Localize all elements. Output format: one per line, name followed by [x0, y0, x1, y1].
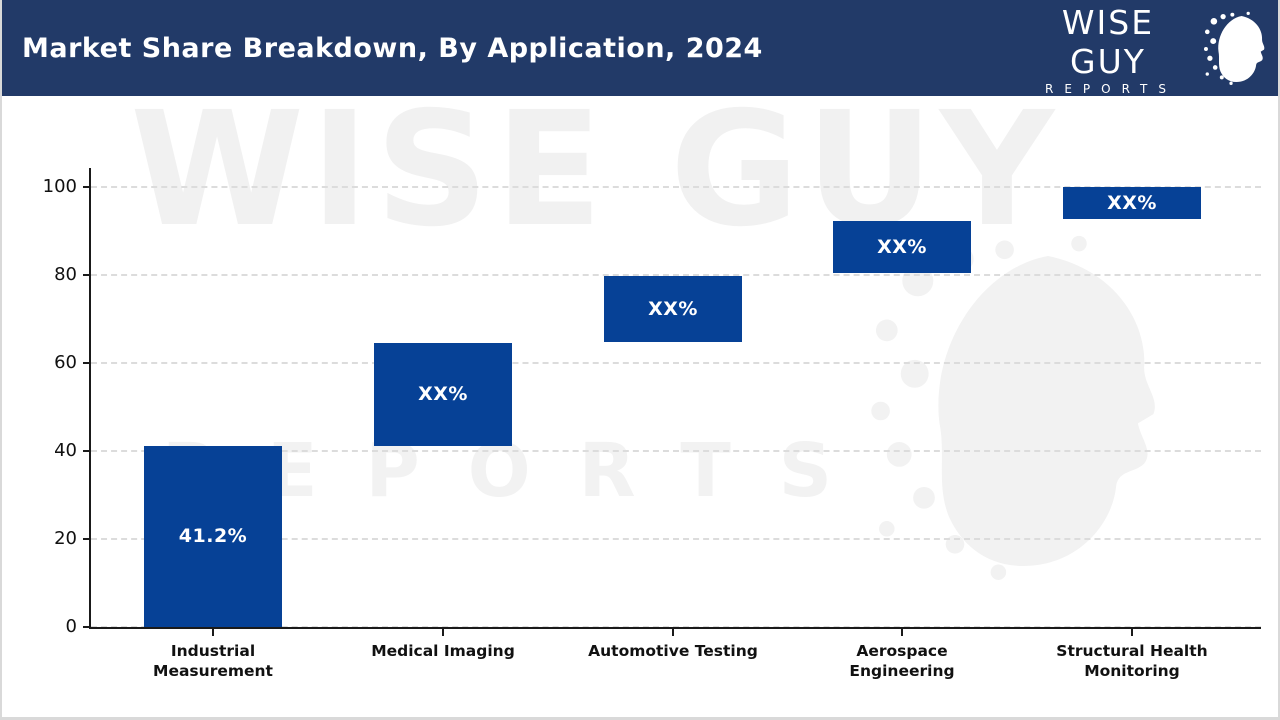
y-axis-tick	[83, 450, 91, 452]
logo-wordmark: WISE GUY REPORTS	[1018, 3, 1198, 96]
page-title: Market Share Breakdown, By Application, …	[22, 32, 763, 64]
logo-head-icon	[1203, 11, 1265, 85]
waterfall-bar-2: XX%	[374, 343, 512, 446]
y-tick-label: 100	[42, 176, 77, 197]
y-axis-tick	[83, 538, 91, 540]
bar-value-label: XX%	[1107, 191, 1157, 214]
x-category-label: Medical Imaging	[371, 642, 515, 660]
y-axis-tick	[83, 626, 91, 628]
header-banner: Market Share Breakdown, By Application, …	[2, 0, 1278, 96]
gridline-100	[91, 186, 1261, 188]
bar-value-label: XX%	[648, 297, 698, 320]
y-tick-label: 20	[54, 528, 77, 549]
x-axis-tick	[442, 629, 444, 636]
x-category-label: Structural Health Monitoring	[1056, 642, 1208, 681]
waterfall-bar-3: XX%	[604, 275, 742, 342]
y-tick-label: 80	[54, 264, 77, 285]
gridline-80	[91, 274, 1261, 276]
bar-value-label: XX%	[418, 383, 468, 406]
y-axis-line	[89, 168, 91, 629]
x-axis-tick	[901, 629, 903, 636]
x-axis-tick	[672, 629, 674, 636]
x-axis-tick	[1131, 629, 1133, 636]
y-tick-label: 60	[54, 352, 77, 373]
gridline-60	[91, 362, 1261, 364]
waterfall-bar-1: 41.2%	[144, 445, 282, 627]
y-tick-label: 40	[54, 440, 77, 461]
y-axis-tick	[83, 274, 91, 276]
waterfall-bar-4: XX%	[833, 220, 971, 274]
y-axis-tick	[83, 362, 91, 364]
waterfall-bar-5: XX%	[1063, 187, 1201, 219]
x-axis-line	[89, 627, 1261, 629]
gridline-20	[91, 538, 1261, 540]
waterfall-chart: WISE GUY REPORTS 0 20 40 60 80 100 41.2% XX% XX%…	[2, 78, 1278, 717]
x-category-label: Aerospace Engineering	[849, 642, 955, 681]
gridline-40	[91, 450, 1261, 452]
wiseguy-logo: WISE GUY REPORTS	[1018, 3, 1268, 96]
x-category-label: Industrial Measurement	[153, 642, 273, 681]
y-tick-label: 0	[65, 616, 77, 637]
logo-wordmark-line1: WISE GUY	[1061, 2, 1155, 81]
bar-value-label: 41.2%	[178, 525, 248, 548]
x-axis-tick	[212, 629, 214, 636]
logo-wordmark-line2: REPORTS	[1044, 81, 1177, 96]
y-axis-tick	[83, 186, 91, 188]
bar-value-label: XX%	[877, 236, 927, 259]
x-category-label: Automotive Testing	[588, 642, 758, 660]
